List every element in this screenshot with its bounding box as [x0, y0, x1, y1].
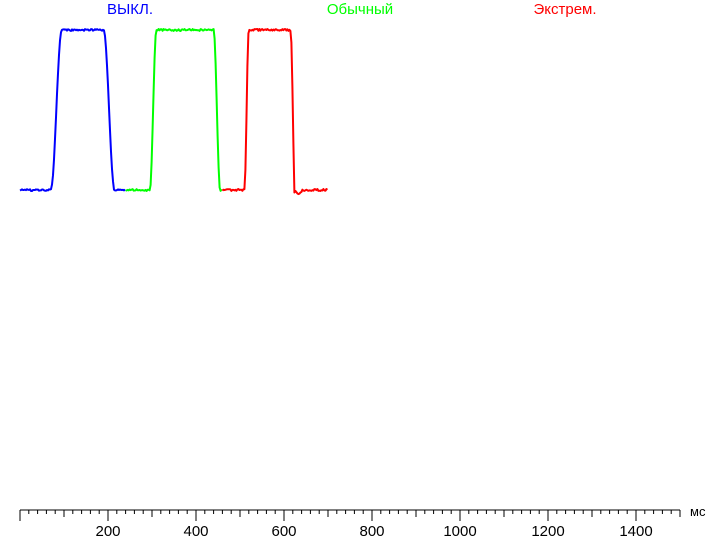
series-extreme: [222, 29, 327, 194]
chart-container: 200 400 600 800 1000 1200 1400 мс ВЫКЛ. Обычный Эк…: [0, 0, 707, 544]
x-tick-label: 200: [95, 523, 120, 540]
x-tick-label: 1000: [443, 523, 476, 540]
chart-svg: 200 400 600 800 1000 1200 1400 мс ВЫКЛ. Обычный Эк…: [0, 0, 707, 544]
series-normal: [126, 29, 222, 191]
series-label-off: ВЫКЛ.: [107, 1, 153, 18]
x-tick-label: 600: [271, 523, 296, 540]
x-tick-label: 800: [359, 523, 384, 540]
x-axis-unit-label: мс: [690, 504, 706, 519]
series-label-normal: Обычный: [327, 1, 393, 18]
x-tick-label: 1200: [531, 523, 564, 540]
x-tick-label: 400: [183, 523, 208, 540]
series-off: [20, 29, 125, 191]
series-label-extreme: Экстрем.: [533, 1, 596, 18]
x-tick-label: 1400: [619, 523, 652, 540]
